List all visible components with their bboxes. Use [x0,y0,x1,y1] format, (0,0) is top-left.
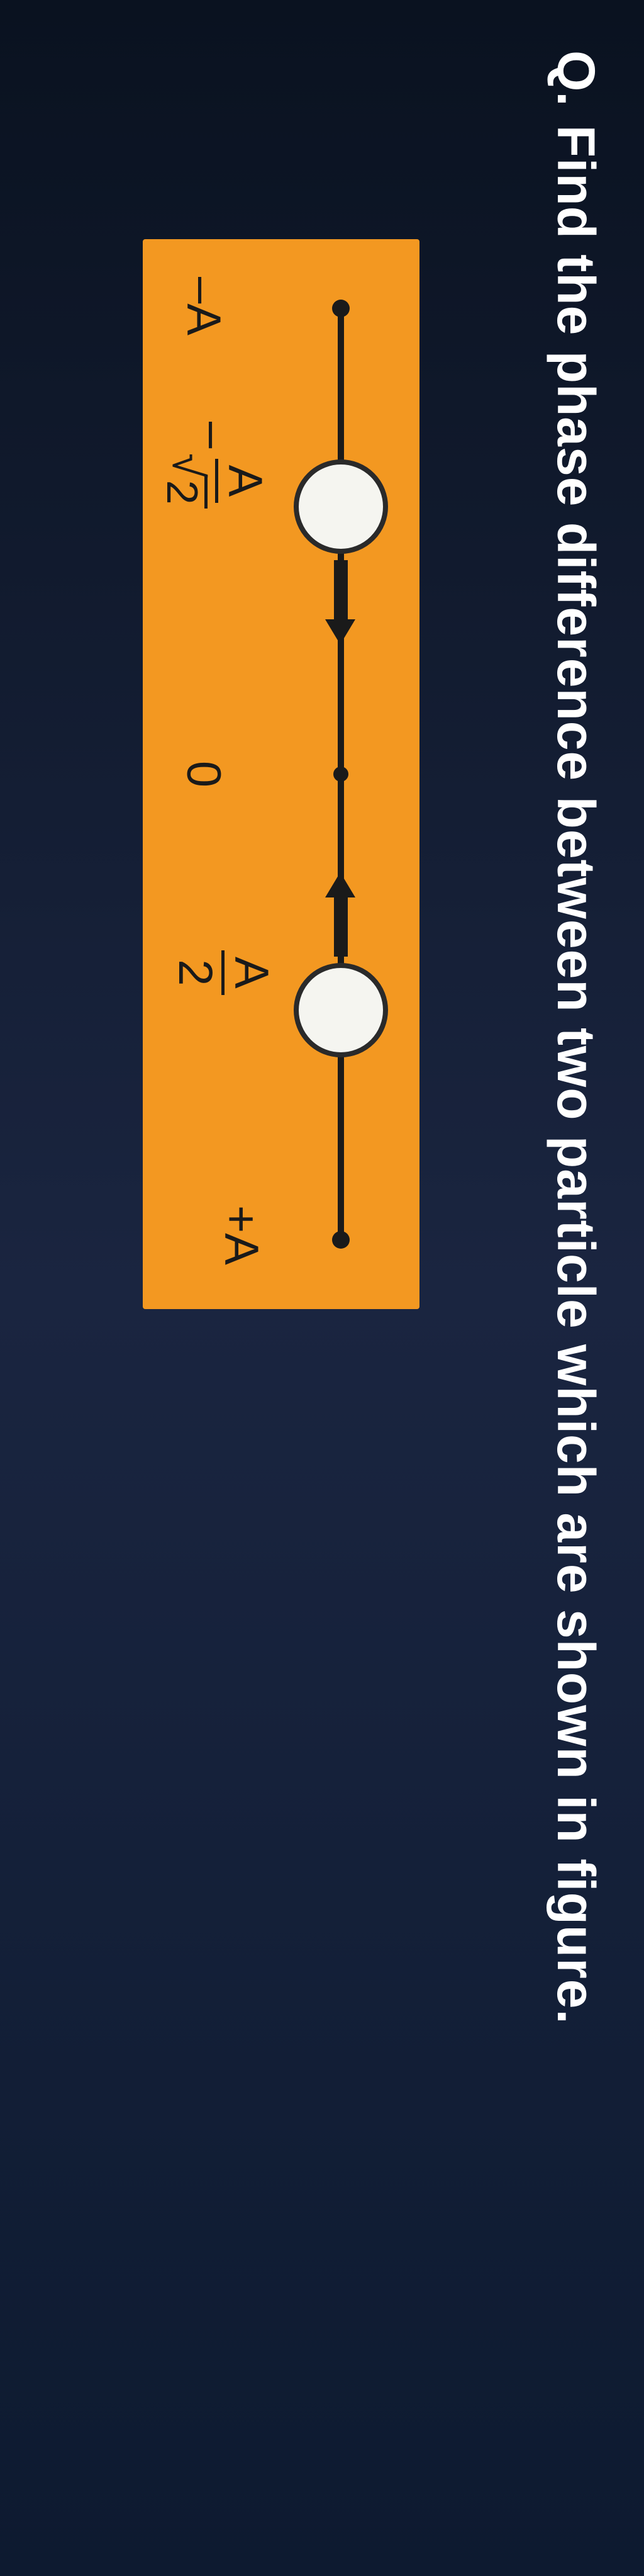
fraction-denominator: √ 2 [160,453,215,508]
sqrt-arg: 2 [160,476,208,509]
label-neg-a: –A [176,277,231,335]
shm-figure: –A – A √ 2 0 A 2 [143,239,419,1309]
content-root: Q. Find the phase difference between two… [0,0,644,2576]
endpoint-right [332,1231,350,1249]
label-a-over-2: A 2 [171,950,275,995]
label-neg-a-over-root2: – A √ 2 [160,422,269,509]
minus-sign: – [187,422,242,448]
arrow-left [334,875,348,957]
question-label: Q. [545,50,606,106]
particle-2 [294,963,388,1057]
question-row: Q. Find the phase difference between two… [545,50,606,2526]
fraction: A √ 2 [160,453,269,508]
center-point [333,767,348,782]
label-pos-a: +A [214,1205,269,1265]
fraction-numerator: A [221,950,275,995]
sqrt: √ 2 [160,453,208,508]
fraction: A 2 [171,950,275,995]
endpoint-left [332,300,350,317]
question-text: Find the phase difference between two pa… [545,125,606,2025]
fraction-denominator: 2 [171,959,221,986]
fraction-numerator: A [215,459,269,503]
arrow-right [334,560,348,642]
figure-area: –A – A √ 2 0 A 2 [143,239,419,2526]
label-zero: 0 [176,761,231,787]
sqrt-symbol: √ [168,453,208,477]
particle-1 [294,459,388,554]
